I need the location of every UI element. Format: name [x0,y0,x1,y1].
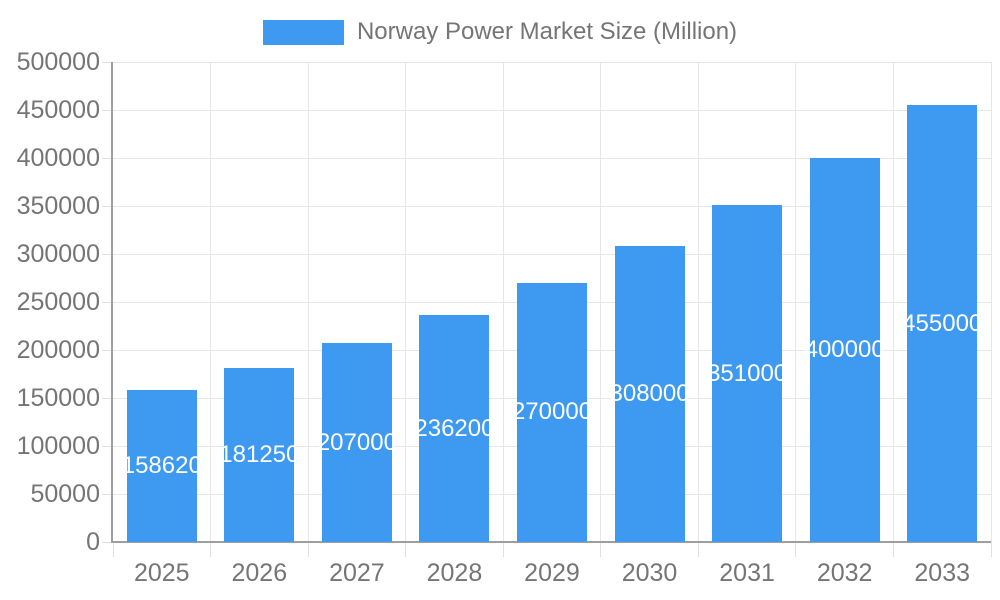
x-tick-label: 2033 [914,559,971,587]
y-tick-label: 250000 [16,288,100,316]
v-gridline [600,62,602,542]
v-gridline [892,62,894,542]
bar-value-label: 181250 [219,441,300,468]
x-axis-tick [795,542,797,557]
v-gridline [795,62,797,542]
x-axis-tick [405,542,407,557]
y-axis-line [111,62,113,542]
v-gridline [307,62,309,542]
bar[interactable]: 270000 [512,282,592,542]
y-tick-label: 300000 [16,240,100,268]
h-gridline [113,61,991,63]
legend[interactable]: Norway Power Market Size (Million) [0,18,1000,46]
x-tick-label: 2032 [816,559,873,587]
h-gridline [113,109,991,111]
y-tick-label: 50000 [30,480,100,508]
bar-value-label: 158620 [121,451,202,479]
x-axis-tick [502,542,504,557]
x-axis-tick [697,542,699,557]
bar[interactable]: 158620 [122,389,202,542]
x-axis-tick [112,542,114,557]
x-tick-label: 2028 [426,559,483,587]
bar-value-label: 270000 [511,398,593,426]
v-gridline [405,62,407,542]
x-axis-tick [307,542,309,557]
y-tick-label: 150000 [16,384,100,412]
y-axis-tick [102,109,113,111]
bar-value-label: 207000 [316,428,397,456]
x-axis-tick [600,542,602,557]
y-axis-tick [102,205,113,207]
y-tick-label: 100000 [16,432,100,460]
y-axis-tick [102,253,113,255]
y-axis-tick [102,301,113,303]
h-gridline [113,253,991,255]
y-axis-tick [102,157,113,159]
x-axis-line [111,541,991,543]
v-gridline [697,62,699,542]
x-tick-label: 2031 [719,559,775,587]
y-axis-tick [102,493,113,495]
y-axis-tick [102,349,113,351]
y-tick-label: 500000 [16,48,100,76]
bar-value-label: 236200 [414,414,495,442]
v-gridline [502,62,504,542]
bar[interactable]: 207000 [317,343,397,542]
legend-swatch-icon [262,19,344,45]
legend-label: Norway Power Market Size (Million) [356,18,738,45]
bar[interactable]: 455000 [902,105,982,542]
y-axis-tick [102,397,113,399]
x-axis-tick [990,542,992,557]
y-tick-label: 400000 [16,144,100,172]
h-gridline [113,157,991,159]
y-axis-tick [102,541,113,543]
y-tick-label: 450000 [16,96,100,124]
y-tick-label: 200000 [16,336,100,364]
x-tick-label: 2030 [621,559,678,587]
y-tick-label: 350000 [16,192,100,220]
y-axis-tick [102,445,113,447]
x-tick-label: 2025 [133,559,190,587]
h-gridline [113,205,991,207]
x-axis-tick [892,542,894,557]
x-axis-tick [210,542,212,557]
bar-value-label: 308000 [609,380,690,408]
y-tick-label: 0 [86,528,100,556]
x-tick-label: 2027 [329,559,385,587]
bar-value-label: 455000 [902,309,983,337]
v-gridline [210,62,212,542]
x-tick-label: 2026 [231,559,288,587]
bar-value-label: 400000 [804,336,885,363]
bar[interactable]: 181250 [219,368,299,542]
bar[interactable]: 308000 [610,246,690,542]
bar-value-label: 351000 [707,359,788,387]
v-gridline [990,62,992,542]
bar[interactable]: 400000 [805,158,885,542]
x-tick-label: 2029 [524,559,580,587]
y-axis-tick [102,61,113,63]
bar[interactable]: 351000 [707,205,787,542]
bar[interactable]: 236200 [414,315,494,542]
